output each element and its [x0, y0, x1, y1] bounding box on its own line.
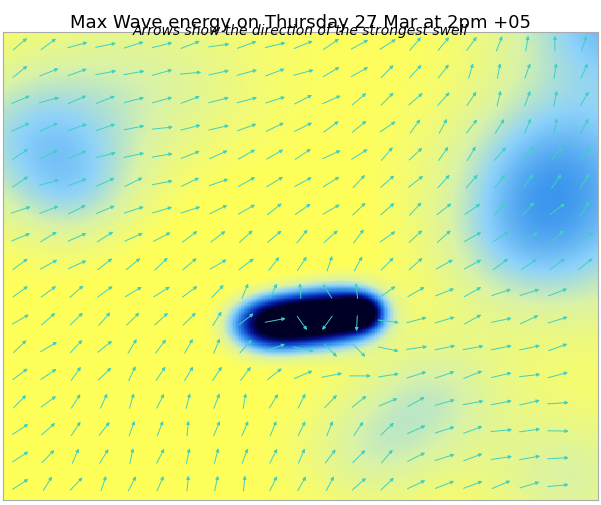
Text: Max Wave energy on Thursday 27 Mar at 2pm +05: Max Wave energy on Thursday 27 Mar at 2p…: [70, 14, 531, 32]
Text: Arrows show the direction of the strongest swell: Arrows show the direction of the stronge…: [133, 24, 468, 38]
